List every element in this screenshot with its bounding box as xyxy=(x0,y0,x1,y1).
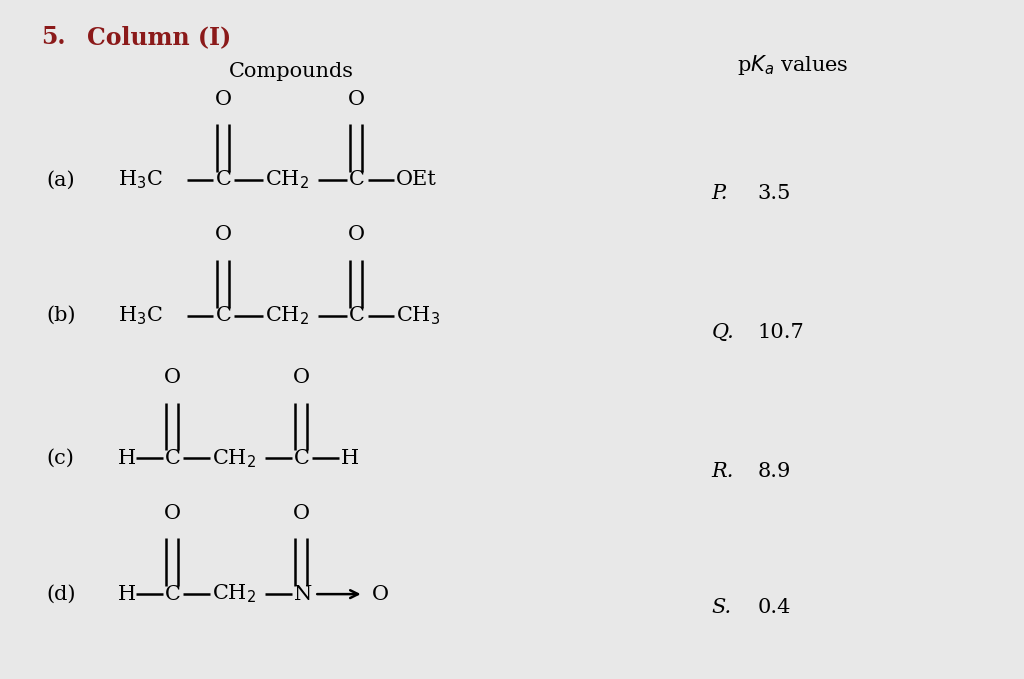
Text: OEt: OEt xyxy=(396,170,437,189)
Text: C: C xyxy=(349,170,366,189)
Text: Column (I): Column (I) xyxy=(87,25,231,50)
Text: CH$_2$: CH$_2$ xyxy=(265,168,309,191)
Text: (a): (a) xyxy=(46,170,75,189)
Text: (d): (d) xyxy=(46,585,76,604)
Text: O: O xyxy=(164,504,180,523)
Text: H: H xyxy=(118,585,136,604)
Text: C: C xyxy=(349,306,366,325)
Text: 5.: 5. xyxy=(41,25,66,50)
Text: N: N xyxy=(294,585,312,604)
Text: C: C xyxy=(216,170,232,189)
Text: Q.: Q. xyxy=(712,323,734,342)
Text: H$_3$C: H$_3$C xyxy=(118,168,163,191)
Text: 0.4: 0.4 xyxy=(758,598,792,617)
Text: CH$_2$: CH$_2$ xyxy=(212,583,256,606)
Text: CH$_3$: CH$_3$ xyxy=(396,304,440,327)
Text: CH$_2$: CH$_2$ xyxy=(265,304,309,327)
Text: p$K_a$ values: p$K_a$ values xyxy=(737,52,849,77)
Text: O: O xyxy=(348,225,365,244)
Text: H: H xyxy=(118,449,136,468)
Text: H$_3$C: H$_3$C xyxy=(118,304,163,327)
Text: C: C xyxy=(165,449,181,468)
Text: O: O xyxy=(164,368,180,387)
Text: 3.5: 3.5 xyxy=(758,184,792,203)
Text: C: C xyxy=(294,449,310,468)
Text: 10.7: 10.7 xyxy=(758,323,805,342)
Text: O: O xyxy=(215,90,231,109)
Text: (c): (c) xyxy=(46,449,74,468)
Text: S.: S. xyxy=(712,598,732,617)
Text: R.: R. xyxy=(712,462,734,481)
Text: CH$_2$: CH$_2$ xyxy=(212,447,256,470)
Text: P.: P. xyxy=(712,184,728,203)
Text: O: O xyxy=(372,585,389,604)
Text: O: O xyxy=(293,504,309,523)
Text: O: O xyxy=(215,225,231,244)
Text: (b): (b) xyxy=(46,306,76,325)
Text: C: C xyxy=(216,306,232,325)
Text: O: O xyxy=(348,90,365,109)
Text: H: H xyxy=(341,449,359,468)
Text: O: O xyxy=(293,368,309,387)
Text: 8.9: 8.9 xyxy=(758,462,792,481)
Text: C: C xyxy=(165,585,181,604)
Text: Compounds: Compounds xyxy=(229,62,354,81)
